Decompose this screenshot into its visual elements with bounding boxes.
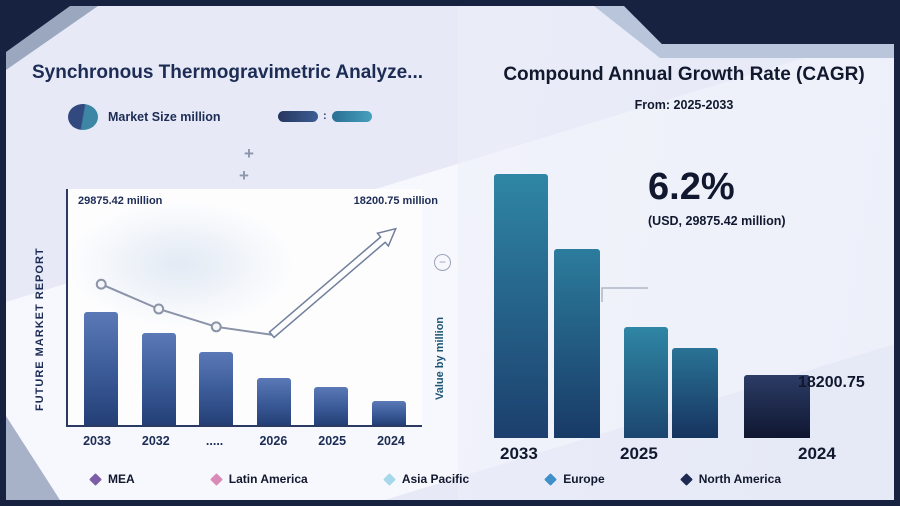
legend-item: Asia Pacific bbox=[382, 472, 470, 486]
future-market-report-label: FUTURE MARKET REPORT bbox=[34, 247, 46, 411]
legend-item: MEA bbox=[89, 472, 135, 486]
market-size-legend-label: Market Size million bbox=[108, 110, 221, 124]
plus-icon: + bbox=[244, 144, 254, 163]
x-tick-label: 2025 bbox=[318, 434, 347, 448]
cagr-note: (USD, 29875.42 million) bbox=[648, 214, 786, 228]
left-bar bbox=[371, 401, 406, 425]
right-bars bbox=[484, 138, 844, 438]
legend-item: Europe bbox=[544, 472, 605, 486]
left-xlabels: 2033 2032..... 2026 2025 2024 bbox=[66, 434, 422, 448]
market-size-legend: Market Size million bbox=[68, 104, 221, 130]
right-bar bbox=[494, 174, 548, 438]
minus-circle-icon: − bbox=[434, 254, 451, 271]
diamond-icon bbox=[679, 472, 693, 486]
legend-item: Latin America bbox=[209, 472, 308, 486]
top-right-wedge-dark bbox=[624, 6, 894, 44]
footer-legend: MEA Latin America Asia Pacific Europe North … bbox=[89, 472, 781, 486]
x-tick-label: 2026 bbox=[259, 434, 288, 448]
x-tick-label: 2033 bbox=[83, 434, 111, 448]
left-bar bbox=[141, 332, 176, 425]
right-bar bbox=[744, 375, 810, 438]
left-bars bbox=[68, 189, 422, 425]
pill-icon bbox=[331, 110, 372, 122]
right-x-label: 2033 bbox=[500, 444, 538, 463]
x-tick-label: 2024 bbox=[377, 434, 405, 448]
legend-label: Asia Pacific bbox=[401, 472, 470, 486]
sphere-icon bbox=[68, 104, 98, 130]
x-tick-label: ..... bbox=[205, 434, 224, 448]
pill-colon: : bbox=[323, 110, 327, 122]
diamond-icon bbox=[89, 472, 102, 486]
right-x-label: 2025 bbox=[620, 444, 658, 463]
plus-icon: + bbox=[239, 166, 249, 185]
legend-label: North America bbox=[698, 472, 781, 486]
legend-label: Europe bbox=[563, 472, 605, 486]
left-bar bbox=[199, 351, 234, 425]
annotation-end: 18200.75 million bbox=[353, 195, 438, 207]
left-bar bbox=[84, 311, 118, 425]
pill-icon bbox=[278, 110, 318, 122]
annotation-start: 29875.42 million bbox=[78, 195, 163, 207]
left-chart-title: Synchronous Thermogravimetric Analyze... bbox=[32, 62, 424, 83]
right-x-label: 2024 bbox=[798, 444, 836, 463]
diamond-icon bbox=[382, 472, 396, 486]
legend-label: Latin America bbox=[228, 472, 308, 486]
right-bar bbox=[554, 249, 600, 438]
y-axis-label: Value by million bbox=[434, 316, 446, 400]
right-chart-subtitle: From: 2025-2033 bbox=[634, 98, 734, 112]
diamond-icon bbox=[209, 472, 223, 486]
pill-decor: : bbox=[278, 110, 372, 122]
legend-label: MEA bbox=[108, 472, 135, 486]
x-tick-label: 2032 bbox=[141, 434, 170, 448]
right-bar bbox=[624, 327, 668, 438]
right-chart-title: Compound Annual Growth Rate (CAGR) bbox=[503, 64, 865, 85]
left-bar bbox=[314, 387, 349, 425]
left-bar bbox=[256, 377, 291, 425]
legend-item: North America bbox=[679, 472, 781, 486]
right-bar bbox=[672, 348, 718, 438]
value-callout: 18200.75 bbox=[798, 374, 865, 391]
cagr-value: 6.2% bbox=[648, 166, 735, 208]
diamond-icon bbox=[544, 472, 558, 486]
left-plot-area: 29875.42 million 18200.75 million bbox=[66, 189, 438, 427]
